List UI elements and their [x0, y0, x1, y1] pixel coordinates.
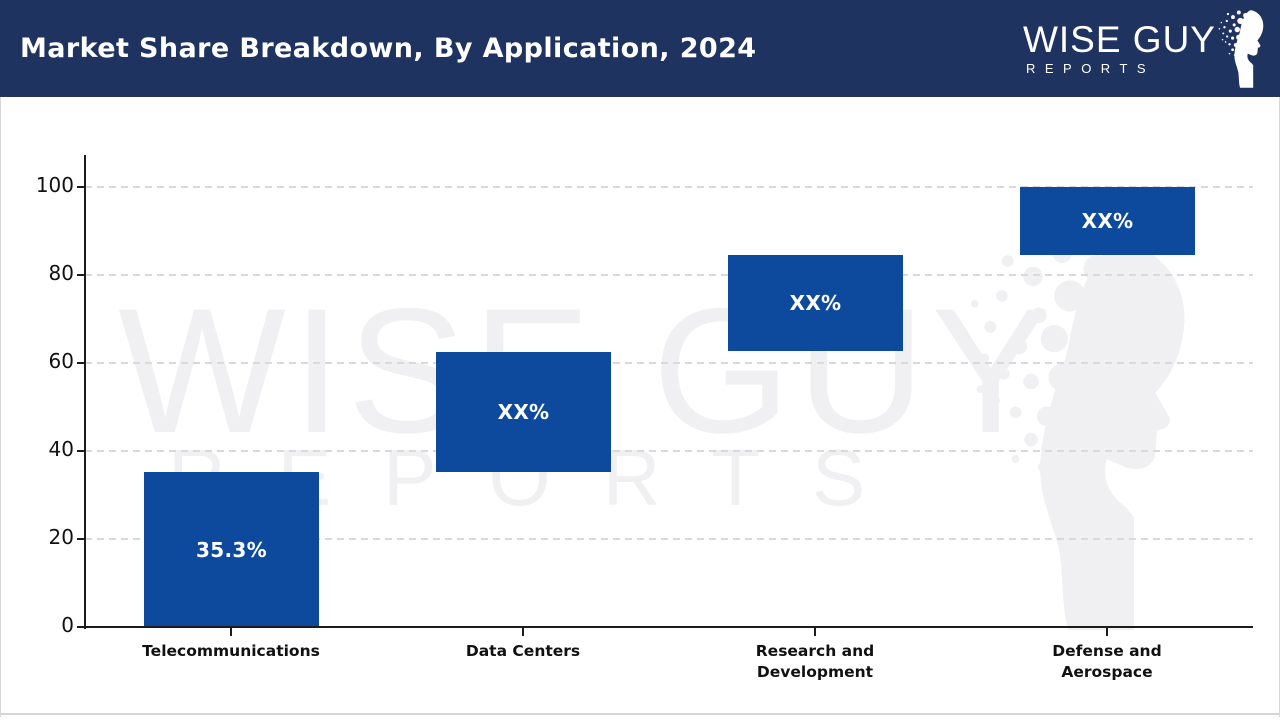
chart-title: Market Share Breakdown, By Application, …	[20, 33, 757, 64]
bar-telecommunications: 35.3%	[144, 472, 319, 627]
y-axis	[84, 155, 86, 629]
xtick-mark-telecommunications	[230, 628, 232, 636]
brand-wordmark: WISE GUY REPORTS	[1023, 21, 1216, 76]
bar-value-label-defense-and-aerospace: XX%	[1081, 209, 1134, 233]
ytick-mark-100	[77, 186, 85, 188]
gridline-y60	[85, 362, 1253, 364]
xtick-mark-data-centers	[522, 628, 524, 636]
category-label-research-and-development: Research and Development	[755, 642, 875, 681]
watermark-face-icon	[961, 241, 1185, 630]
bar-data-centers: XX%	[436, 352, 611, 472]
ytick-mark-0	[77, 626, 85, 628]
ytick-label-20: 20	[48, 525, 74, 549]
page-border-bottom	[0, 713, 1280, 715]
category-label-data-centers: Data Centers	[465, 642, 581, 660]
ytick-label-60: 60	[48, 349, 74, 373]
category-label-defense-and-aerospace: Defense and Aerospace	[1052, 642, 1162, 681]
xtick-mark-defense-and-aerospace	[1106, 628, 1108, 636]
ytick-mark-20	[77, 538, 85, 540]
ytick-mark-60	[77, 362, 85, 364]
gridline-y80	[85, 274, 1253, 276]
category-label-telecommunications: Telecommunications	[142, 642, 320, 660]
gridline-y40	[85, 450, 1253, 452]
bar-value-label-research-and-development: XX%	[789, 291, 842, 315]
ytick-mark-80	[77, 274, 85, 276]
brand-logo: WISE GUY REPORTS	[1023, 9, 1280, 88]
gridline-y100	[85, 186, 1253, 188]
ytick-label-80: 80	[48, 261, 74, 285]
xtick-mark-research-and-development	[814, 628, 816, 636]
page-border-left	[0, 97, 1, 717]
ytick-label-0: 0	[61, 613, 74, 637]
ytick-mark-40	[77, 450, 85, 452]
bar-value-label-data-centers: XX%	[497, 400, 550, 424]
brand-face-icon	[1218, 9, 1264, 88]
bar-defense-and-aerospace: XX%	[1020, 187, 1195, 255]
ytick-label-100: 100	[35, 173, 74, 197]
x-axis	[84, 626, 1253, 628]
header: Market Share Breakdown, By Application, …	[0, 0, 1280, 97]
brand-subtitle-text: REPORTS	[1025, 61, 1156, 76]
gridline-y20	[85, 538, 1253, 540]
bar-value-label-telecommunications: 35.3%	[196, 537, 267, 562]
brand-name-text: WISE GUY	[1022, 19, 1216, 60]
ytick-label-40: 40	[48, 437, 74, 461]
bar-research-and-development: XX%	[728, 255, 903, 351]
